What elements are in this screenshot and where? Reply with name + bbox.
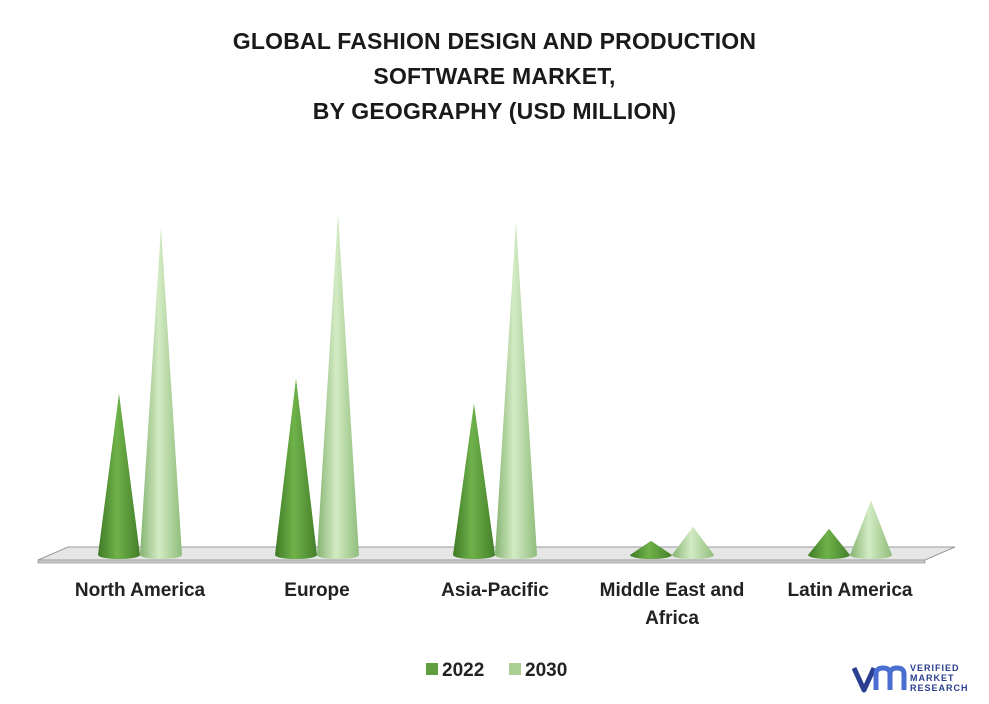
category-labels: North America Europe Asia-Pacific Middle Ea…	[75, 580, 913, 629]
category-label-3-1: Africa	[645, 608, 699, 629]
vmr-logo-mark: VERIFIED MARKET RESEARCH	[851, 663, 969, 693]
cone-2022-1	[275, 378, 317, 559]
logo-text-verified: VERIFIED	[910, 663, 960, 673]
vmr-logo: VERIFIED MARKET RESEARCH	[851, 660, 984, 696]
legend-swatch-2030	[509, 663, 521, 675]
legend-label-2030: 2030	[525, 660, 567, 681]
cone-2022-4	[808, 528, 850, 559]
category-label-4-0: Latin America	[788, 580, 913, 601]
chart-title-line-1: GLOBAL FASHION DESIGN AND PRODUCTION	[232, 28, 757, 54]
cone-2030-3	[672, 526, 714, 559]
chart-cones	[98, 214, 892, 559]
legend: 2022 2030	[426, 660, 567, 681]
cone-2022-3	[630, 540, 672, 559]
cone-2022-2	[453, 403, 495, 559]
cone-2030-1	[317, 214, 359, 559]
category-label-1-0: Europe	[284, 580, 349, 601]
category-label-0-0: North America	[75, 580, 206, 601]
legend-swatch-2022	[426, 663, 438, 675]
chart-title-line-3: BY GEOGRAPHY (USD MILLION)	[312, 98, 677, 124]
category-label-2-0: Asia-Pacific	[441, 580, 549, 601]
legend-label-2022: 2022	[442, 660, 484, 681]
category-label-3-0: Middle East and	[600, 580, 745, 601]
floor-front	[37, 559, 926, 564]
cone-2030-4	[850, 500, 892, 559]
cone-2030-0	[140, 227, 182, 559]
cone-2030-2	[495, 222, 537, 559]
logo-text-market: MARKET	[910, 673, 955, 683]
chart-title-line-2: SOFTWARE MARKET,	[373, 63, 616, 89]
logo-text-research: RESEARCH	[910, 683, 969, 693]
cone-2022-0	[98, 393, 140, 559]
